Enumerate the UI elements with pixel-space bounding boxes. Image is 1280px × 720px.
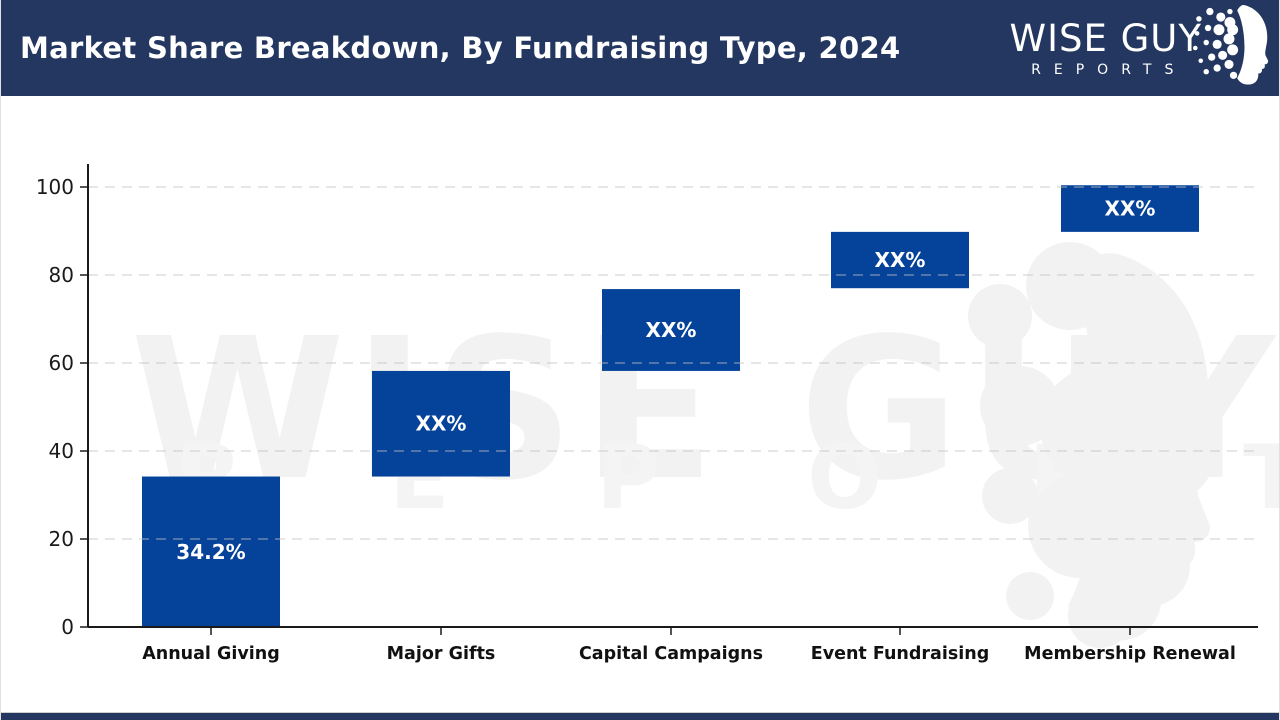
bar-event-fundraising — [831, 231, 969, 289]
x-category-label-capital-campaigns: Capital Campaigns — [579, 644, 763, 664]
x-category-label-annual-giving: Annual Giving — [142, 644, 280, 664]
waterfall-chart: 34.2% XX% XX% XX% XX% 0 20 40 60 80 100 Annual Givi… — [36, 164, 1258, 664]
bar-membership-renewal — [1061, 185, 1199, 232]
y-tick-label-60: 60 — [49, 351, 74, 375]
y-tick-label-20: 20 — [49, 527, 74, 551]
x-category-label-membership-renewal: Membership Renewal — [1024, 644, 1236, 664]
bar-capital-campaigns — [602, 289, 740, 371]
wise-guy-head-icon — [1193, 5, 1269, 85]
bar-major-gifts — [372, 370, 510, 477]
bar-label-event-fundraising: XX% — [875, 248, 926, 272]
brand-name: WISE GUY — [1009, 16, 1202, 60]
x-category-label-major-gifts: Major Gifts — [387, 644, 496, 664]
bar-label-capital-campaigns: XX% — [646, 318, 697, 342]
bar-label-major-gifts: XX% — [416, 412, 467, 436]
y-tick-label-80: 80 — [49, 263, 74, 287]
y-tick-label-100: 100 — [36, 175, 74, 199]
y-tick-label-40: 40 — [49, 439, 74, 463]
bar-annual-giving — [142, 476, 280, 627]
x-category-label-event-fundraising: Event Fundraising — [811, 644, 990, 664]
brand-subname: REPORTS — [1031, 61, 1187, 78]
y-tick-label-0: 0 — [61, 615, 74, 639]
brand-text: WISE GUY REPORTS — [1010, 20, 1202, 77]
brand-logo: WISE GUY REPORTS — [1010, 2, 1270, 94]
page-title: Market Share Breakdown, By Fundraising T… — [20, 31, 901, 65]
header-bar: Market Share Breakdown, By Fundraising T… — [0, 0, 1280, 96]
footer-bar — [0, 712, 1280, 720]
bar-label-membership-renewal: XX% — [1105, 197, 1156, 221]
bar-label-annual-giving: 34.2% — [176, 540, 245, 564]
watermark-head-icon — [968, 242, 1214, 648]
